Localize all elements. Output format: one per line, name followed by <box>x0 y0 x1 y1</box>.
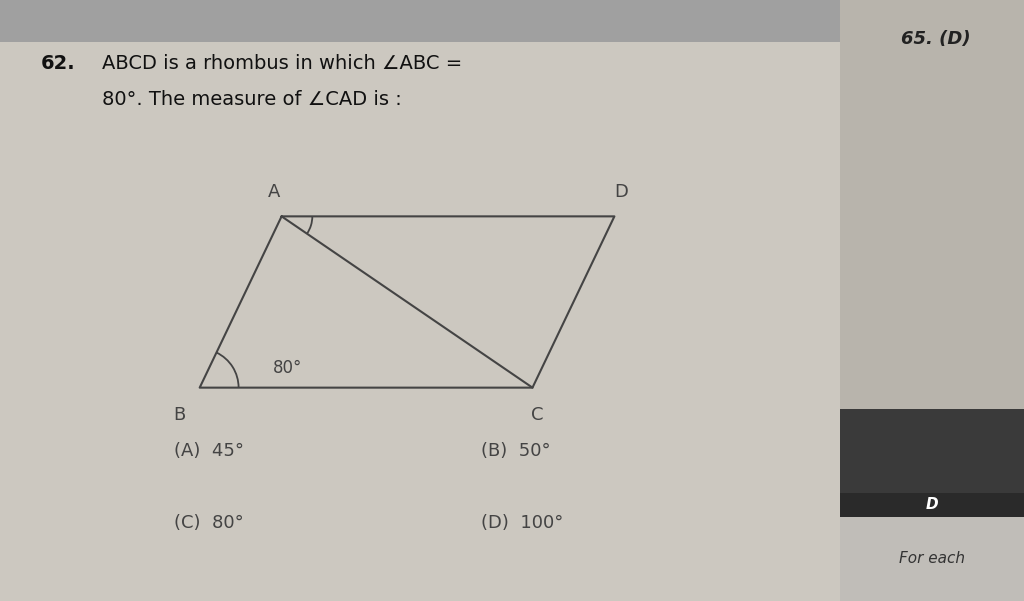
Text: (D)  100°: (D) 100° <box>481 514 563 532</box>
Text: (A)  45°: (A) 45° <box>174 442 244 460</box>
Bar <box>0 0 840 42</box>
Text: 80°: 80° <box>273 359 302 377</box>
Bar <box>840 517 1024 601</box>
Bar <box>840 493 1024 517</box>
Bar <box>840 409 1024 517</box>
Text: C: C <box>531 406 544 424</box>
Text: 65. (D): 65. (D) <box>901 30 971 48</box>
Bar <box>840 0 1024 601</box>
Text: (C)  80°: (C) 80° <box>174 514 244 532</box>
Text: D: D <box>614 183 629 201</box>
Text: (B)  50°: (B) 50° <box>481 442 551 460</box>
Text: B: B <box>173 406 185 424</box>
Text: D: D <box>926 498 938 512</box>
Text: ABCD is a rhombus in which ∠ABC =: ABCD is a rhombus in which ∠ABC = <box>102 53 463 73</box>
Text: 80°. The measure of ∠CAD is :: 80°. The measure of ∠CAD is : <box>102 90 402 109</box>
Text: For each: For each <box>899 552 965 566</box>
Text: A: A <box>268 183 281 201</box>
Text: 62.: 62. <box>41 53 76 73</box>
